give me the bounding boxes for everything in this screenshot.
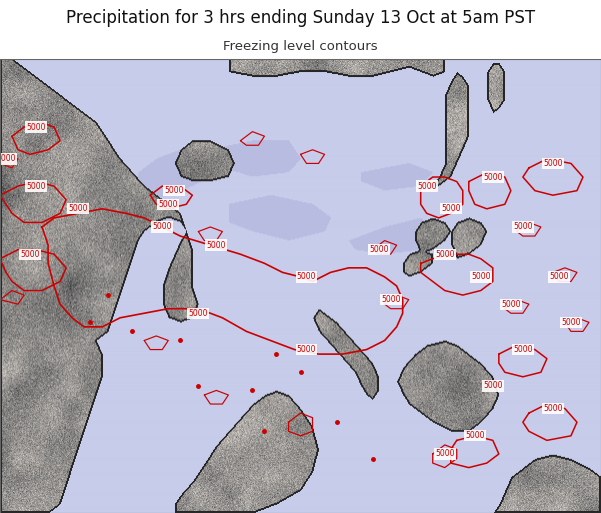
Text: 5000: 5000 (513, 223, 532, 231)
Text: 5000: 5000 (441, 204, 460, 213)
Text: 5000: 5000 (189, 309, 208, 318)
Text: 5000: 5000 (165, 186, 184, 195)
Text: 5000: 5000 (435, 449, 454, 459)
Text: 5000: 5000 (543, 159, 563, 168)
Text: 5000: 5000 (207, 241, 226, 250)
Text: 5000: 5000 (0, 154, 16, 163)
Text: 5000: 5000 (26, 182, 46, 191)
Text: 5000: 5000 (69, 204, 88, 213)
Text: 5000: 5000 (381, 295, 400, 304)
Text: 5000: 5000 (501, 300, 520, 309)
Text: 5000: 5000 (159, 200, 178, 209)
Text: 5000: 5000 (513, 345, 532, 354)
Text: 5000: 5000 (549, 272, 569, 282)
Text: 5000: 5000 (483, 172, 502, 182)
Text: 5000: 5000 (471, 272, 490, 282)
Text: 5000: 5000 (20, 250, 40, 259)
Text: 5000: 5000 (417, 182, 436, 191)
Text: Freezing level contours: Freezing level contours (223, 40, 378, 52)
Text: 5000: 5000 (297, 272, 316, 282)
Text: 5000: 5000 (483, 381, 502, 390)
Text: 5000: 5000 (543, 404, 563, 413)
Text: 5000: 5000 (26, 123, 46, 132)
Text: 5000: 5000 (465, 431, 484, 440)
Text: 5000: 5000 (153, 223, 172, 231)
Text: 5000: 5000 (435, 250, 454, 259)
Text: Precipitation for 3 hrs ending Sunday 13 Oct at 5am PST: Precipitation for 3 hrs ending Sunday 13… (66, 9, 535, 27)
Text: 5000: 5000 (369, 245, 388, 254)
Text: 5000: 5000 (297, 345, 316, 354)
Text: 5000: 5000 (561, 318, 581, 327)
